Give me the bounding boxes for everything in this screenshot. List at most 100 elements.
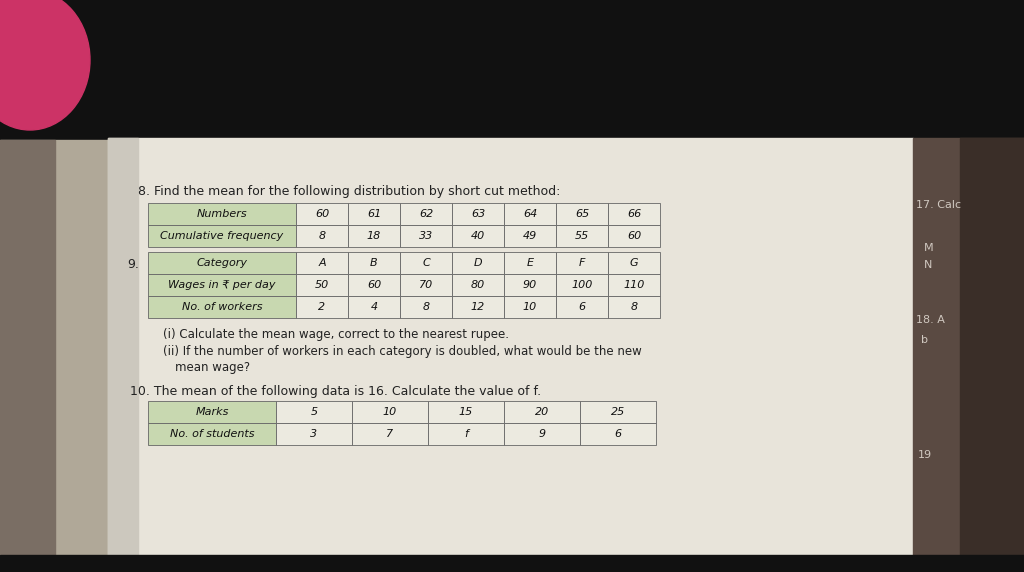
Text: 12: 12 (471, 302, 485, 312)
Text: b: b (921, 335, 928, 345)
Text: 2: 2 (318, 302, 326, 312)
Text: 9: 9 (539, 429, 546, 439)
Text: Marks: Marks (196, 407, 228, 417)
Bar (348, 203, 400, 225)
Bar (556, 252, 608, 274)
Text: f: f (464, 429, 468, 439)
Text: E: E (526, 258, 534, 268)
Text: 6: 6 (614, 429, 622, 439)
Text: (i) Calculate the mean wage, correct to the nearest rupee.: (i) Calculate the mean wage, correct to … (163, 328, 509, 341)
Text: 62: 62 (419, 209, 433, 219)
Text: 60: 60 (367, 280, 381, 290)
Text: 90: 90 (523, 280, 538, 290)
Text: 70: 70 (419, 280, 433, 290)
Bar (400, 225, 452, 247)
Bar (428, 423, 504, 445)
Bar (452, 203, 504, 225)
Bar (296, 296, 348, 318)
Text: 61: 61 (367, 209, 381, 219)
Bar (504, 296, 556, 318)
Bar (608, 203, 660, 225)
Bar (608, 225, 660, 247)
Text: Cumulative frequency: Cumulative frequency (161, 231, 284, 241)
Text: B: B (371, 258, 378, 268)
Bar (400, 274, 452, 296)
Bar (352, 423, 428, 445)
Text: 33: 33 (419, 231, 433, 241)
Text: 6: 6 (579, 302, 586, 312)
Text: No. of workers: No. of workers (181, 302, 262, 312)
Text: Category: Category (197, 258, 248, 268)
Text: 55: 55 (574, 231, 589, 241)
Bar (504, 252, 556, 274)
Text: 40: 40 (471, 231, 485, 241)
Text: mean wage?: mean wage? (175, 361, 250, 374)
Text: 49: 49 (523, 231, 538, 241)
Bar (961, 138, 1024, 572)
Text: 18: 18 (367, 231, 381, 241)
Text: 7: 7 (386, 429, 393, 439)
Text: 64: 64 (523, 209, 538, 219)
Text: M: M (924, 243, 934, 253)
Bar (608, 252, 660, 274)
Bar (348, 252, 400, 274)
Text: (ii) If the number of workers in each category is doubled, what would be the new: (ii) If the number of workers in each ca… (163, 345, 642, 358)
Bar (0, 140, 110, 572)
Bar (148, 423, 276, 445)
Bar (400, 252, 452, 274)
Bar (148, 225, 296, 247)
Bar (296, 274, 348, 296)
Bar (452, 225, 504, 247)
Text: C: C (422, 258, 430, 268)
Text: A: A (318, 258, 326, 268)
Text: 100: 100 (571, 280, 593, 290)
Text: No. of students: No. of students (170, 429, 254, 439)
Text: 8: 8 (423, 302, 429, 312)
Text: 8. Find the mean for the following distribution by short cut method:: 8. Find the mean for the following distr… (138, 185, 560, 198)
Text: N: N (924, 260, 933, 270)
Text: 5: 5 (310, 407, 317, 417)
Bar (556, 225, 608, 247)
Ellipse shape (0, 0, 90, 130)
Bar (276, 423, 352, 445)
Text: 80: 80 (471, 280, 485, 290)
Bar (148, 252, 296, 274)
Bar (608, 274, 660, 296)
Text: 66: 66 (627, 209, 641, 219)
Bar (348, 225, 400, 247)
Text: 3: 3 (310, 429, 317, 439)
Text: 50: 50 (314, 280, 329, 290)
Text: 63: 63 (471, 209, 485, 219)
Text: G: G (630, 258, 638, 268)
Text: D: D (474, 258, 482, 268)
Text: 9.: 9. (127, 259, 139, 272)
Bar (580, 401, 656, 423)
Bar (296, 203, 348, 225)
Bar (452, 252, 504, 274)
Bar (428, 401, 504, 423)
Bar (608, 296, 660, 318)
Bar (452, 296, 504, 318)
Text: Wages in ₹ per day: Wages in ₹ per day (168, 280, 275, 290)
Text: 17. Calc: 17. Calc (916, 200, 962, 210)
Bar (148, 401, 276, 423)
Bar (556, 296, 608, 318)
Text: 60: 60 (627, 231, 641, 241)
Bar (0, 555, 1024, 572)
Text: 10. The mean of the following data is 16. Calculate the value of f.: 10. The mean of the following data is 16… (130, 385, 541, 398)
Bar (580, 423, 656, 445)
Text: 110: 110 (624, 280, 645, 290)
Text: 4: 4 (371, 302, 378, 312)
Text: 65: 65 (574, 209, 589, 219)
Bar (352, 401, 428, 423)
Text: 19: 19 (918, 450, 932, 460)
Text: 15: 15 (459, 407, 473, 417)
Text: F: F (579, 258, 585, 268)
Bar (452, 274, 504, 296)
Bar (504, 401, 580, 423)
Bar (148, 274, 296, 296)
Bar (148, 203, 296, 225)
Text: 18. A: 18. A (916, 315, 945, 325)
Text: Numbers: Numbers (197, 209, 248, 219)
Bar (108, 138, 913, 572)
